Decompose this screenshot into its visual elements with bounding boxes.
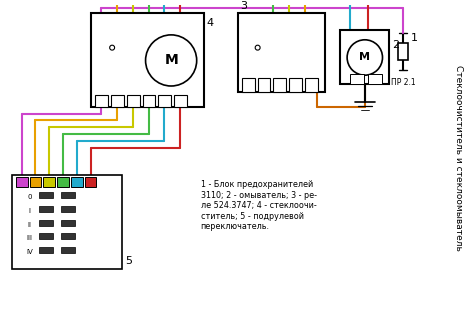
Bar [39,220,53,226]
Text: II: II [27,222,32,228]
Text: 1: 1 [411,33,418,43]
Text: Стеклоочиститель и стеклоомыватель: Стеклоочиститель и стеклоомыватель [454,65,463,251]
Bar [61,220,75,226]
Bar [305,78,318,92]
Text: ПР 2.1: ПР 2.1 [391,78,416,87]
Bar [16,177,27,187]
Bar [95,95,108,107]
Bar [174,95,187,107]
Bar [242,78,255,92]
Circle shape [109,45,115,50]
Bar [111,95,124,107]
Bar [273,78,286,92]
Bar [143,95,155,107]
Text: 2: 2 [392,40,400,50]
Text: IV: IV [26,249,33,255]
Bar [29,177,41,187]
Bar [43,177,55,187]
Bar [39,247,53,253]
Bar [289,78,302,92]
Bar [61,192,75,198]
Bar [84,177,96,187]
Bar [57,177,69,187]
Circle shape [255,45,260,50]
Bar [91,13,203,107]
Text: III: III [27,236,33,241]
Bar [71,177,82,187]
Text: I: I [28,208,30,214]
Text: 4: 4 [207,18,214,28]
Circle shape [347,40,383,75]
Bar [61,247,75,253]
Bar [350,74,364,84]
Text: 1 - Блок предохранителей
3110; 2 - омыватель; 3 - ре-
ле 524.3747; 4 - стеклоочи: 1 - Блок предохранителей 3110; 2 - омыва… [201,180,317,231]
Text: 0: 0 [27,194,32,200]
Circle shape [146,35,197,86]
Text: M: M [359,52,370,62]
Text: 3: 3 [240,1,247,11]
Bar [61,206,75,212]
Bar [127,95,140,107]
Bar [39,192,53,198]
Bar [39,234,53,239]
Bar [158,95,171,107]
Bar [39,206,53,212]
Bar [61,234,75,239]
Bar [368,74,382,84]
Bar [398,43,408,60]
Text: M: M [164,53,178,68]
Bar [340,30,390,84]
Bar [12,175,122,269]
Bar [258,78,271,92]
Bar [238,13,325,92]
Text: 5: 5 [125,256,132,266]
